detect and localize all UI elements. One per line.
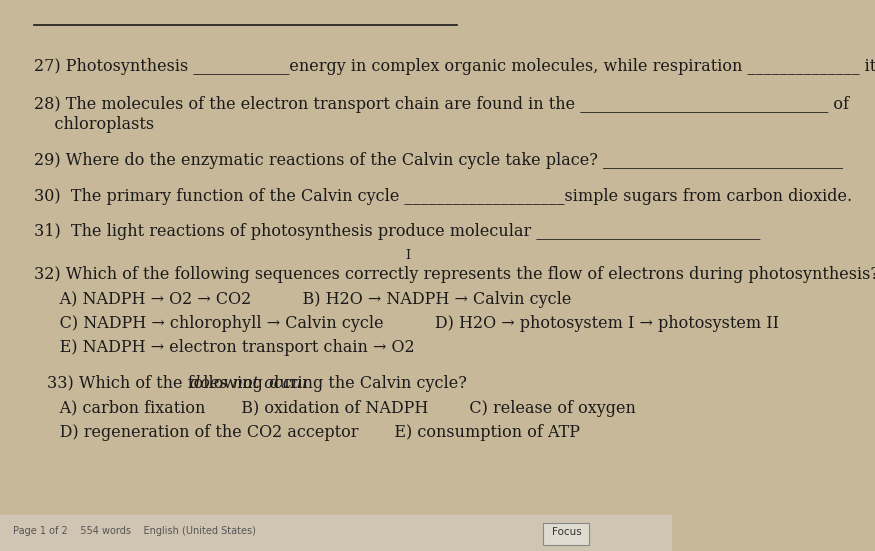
Bar — [0, 515, 672, 551]
Text: Focus: Focus — [552, 527, 582, 537]
FancyBboxPatch shape — [542, 523, 589, 545]
Text: E) NADPH → electron transport chain → O2: E) NADPH → electron transport chain → O2 — [33, 339, 414, 356]
Text: 32) Which of the following sequences correctly represents the flow of electrons : 32) Which of the following sequences cor… — [33, 266, 875, 283]
Text: D) regeneration of the CO2 acceptor       E) consumption of ATP: D) regeneration of the CO2 acceptor E) c… — [33, 424, 579, 441]
Text: 30)  The primary function of the Calvin cycle ____________________simple sugars : 30) The primary function of the Calvin c… — [33, 188, 851, 206]
Text: A) carbon fixation       B) oxidation of NADPH        C) release of oxygen: A) carbon fixation B) oxidation of NADPH… — [33, 400, 635, 417]
Text: 31)  The light reactions of photosynthesis produce molecular ___________________: 31) The light reactions of photosynthesi… — [33, 223, 760, 240]
Text: does not occur: does not occur — [190, 375, 310, 392]
Text: during the Calvin cycle?: during the Calvin cycle? — [264, 375, 467, 392]
Text: 33) Which of the following: 33) Which of the following — [47, 375, 268, 392]
Text: Page 1 of 2    554 words    English (United States): Page 1 of 2 554 words English (United St… — [13, 526, 256, 536]
Text: A) NADPH → O2 → CO2          B) H2O → NADPH → Calvin cycle: A) NADPH → O2 → CO2 B) H2O → NADPH → Cal… — [33, 291, 571, 308]
Text: 27) Photosynthesis ____________energy in complex organic molecules, while respir: 27) Photosynthesis ____________energy in… — [33, 58, 875, 75]
Text: chloroplasts: chloroplasts — [33, 116, 154, 133]
Text: 29) Where do the enzymatic reactions of the Calvin cycle take place? ___________: 29) Where do the enzymatic reactions of … — [33, 152, 843, 169]
Text: C) NADPH → chlorophyll → Calvin cycle          D) H2O → photosystem I → photosys: C) NADPH → chlorophyll → Calvin cycle D)… — [33, 315, 779, 332]
Text: I: I — [33, 249, 410, 262]
Text: 28) The molecules of the electron transport chain are found in the _____________: 28) The molecules of the electron transp… — [33, 96, 849, 114]
